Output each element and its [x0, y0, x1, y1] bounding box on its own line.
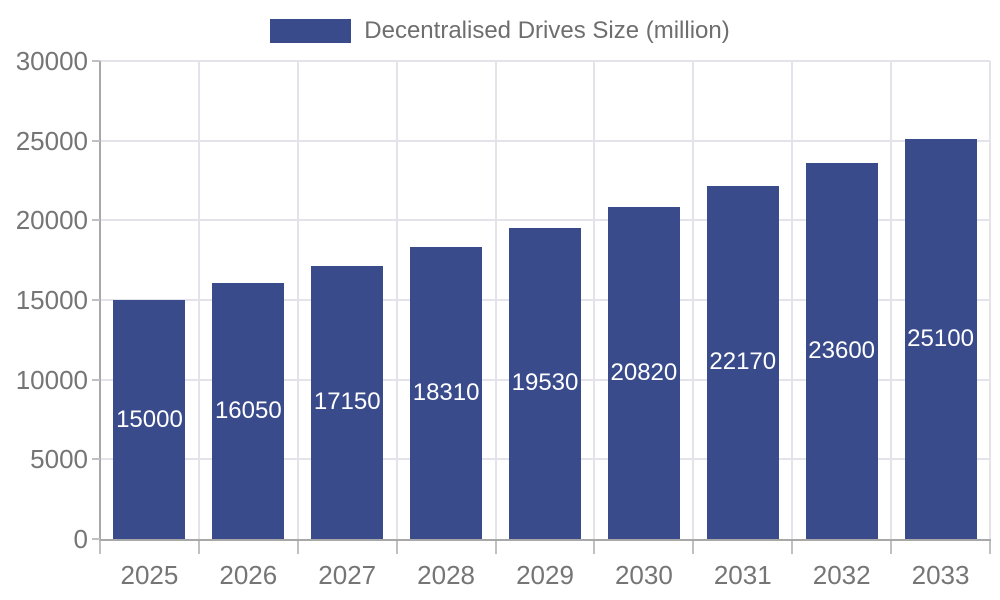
- bar: [311, 265, 384, 539]
- bar: [410, 247, 483, 539]
- gridline-vertical: [395, 61, 398, 539]
- bar-value-label: 16050: [214, 397, 282, 425]
- bar: [509, 227, 581, 539]
- bar-value-label: 22170: [709, 348, 777, 376]
- x-axis-tick-mark: [395, 541, 398, 554]
- bar: [212, 283, 285, 539]
- gridline-vertical: [692, 61, 695, 539]
- x-axis-tick-mark: [593, 541, 596, 554]
- x-axis-line: [99, 539, 991, 541]
- gridline-vertical: [989, 61, 991, 539]
- bar: [706, 185, 779, 539]
- x-axis-tick-label: 2030: [614, 560, 673, 590]
- x-axis-tick-label: 2032: [812, 560, 871, 590]
- y-axis-tick-mark: [92, 299, 100, 301]
- legend-label: Decentralised Drives Size (million): [364, 17, 730, 44]
- x-axis-tick-mark: [890, 541, 893, 554]
- x-axis-tick-mark: [692, 541, 695, 554]
- x-axis-tick-label: 2029: [516, 560, 574, 590]
- gridline-vertical: [197, 61, 200, 539]
- x-axis-tick-mark: [791, 541, 794, 554]
- x-axis-tick-mark: [99, 541, 101, 554]
- y-axis-tick-mark: [92, 219, 100, 222]
- legend[interactable]: Decentralised Drives Size (million): [0, 14, 1000, 48]
- bar-value-label: 17150: [313, 388, 381, 416]
- y-axis-tick-label: 15000: [15, 285, 88, 315]
- bar-value-label: 23600: [808, 336, 876, 364]
- gridline-vertical: [890, 61, 893, 539]
- x-axis-tick-mark: [989, 541, 991, 554]
- gridline-vertical: [593, 61, 596, 539]
- y-axis-tick-label: 5000: [30, 444, 88, 475]
- bar: [904, 139, 977, 539]
- x-axis-tick-label: 2033: [911, 560, 970, 590]
- gridline-vertical: [296, 61, 299, 539]
- y-axis-line: [99, 61, 101, 539]
- y-axis-tick-mark: [92, 538, 100, 540]
- y-axis-tick-label: 0: [73, 524, 88, 554]
- legend-swatch-icon: [270, 19, 352, 43]
- gridline-vertical: [791, 61, 794, 539]
- x-axis-tick-label: 2028: [417, 560, 476, 590]
- bar-value-label: 19530: [511, 369, 579, 397]
- gridline-horizontal: [100, 139, 990, 142]
- y-axis-tick-mark: [92, 139, 100, 142]
- bar: [113, 300, 186, 539]
- bar-value-label: 15000: [116, 405, 183, 433]
- x-axis-tick-mark: [197, 541, 200, 554]
- y-axis-tick-label: 25000: [15, 125, 88, 156]
- gridline-vertical: [494, 61, 497, 539]
- bar-value-label: 18310: [412, 379, 480, 407]
- y-axis-tick-label: 30000: [15, 46, 88, 76]
- x-axis-tick-label: 2025: [120, 560, 179, 590]
- x-axis-tick-label: 2031: [713, 560, 772, 590]
- x-axis-tick-label: 2026: [219, 560, 278, 590]
- x-axis-tick-mark: [494, 541, 497, 554]
- bar: [805, 162, 878, 539]
- x-axis-tick-label: 2027: [318, 560, 377, 590]
- y-axis-tick-mark: [92, 458, 100, 461]
- gridline-horizontal: [100, 219, 990, 222]
- x-axis-tick-mark: [296, 541, 299, 554]
- y-axis-tick-label: 20000: [15, 205, 88, 236]
- bar: [607, 207, 680, 539]
- bar-value-label: 25100: [907, 325, 974, 353]
- y-axis-tick-mark: [92, 378, 100, 381]
- y-axis-tick-mark: [92, 60, 100, 62]
- bar-value-label: 20820: [610, 359, 678, 387]
- gridline-horizontal: [100, 60, 990, 62]
- y-axis-tick-label: 10000: [15, 364, 88, 395]
